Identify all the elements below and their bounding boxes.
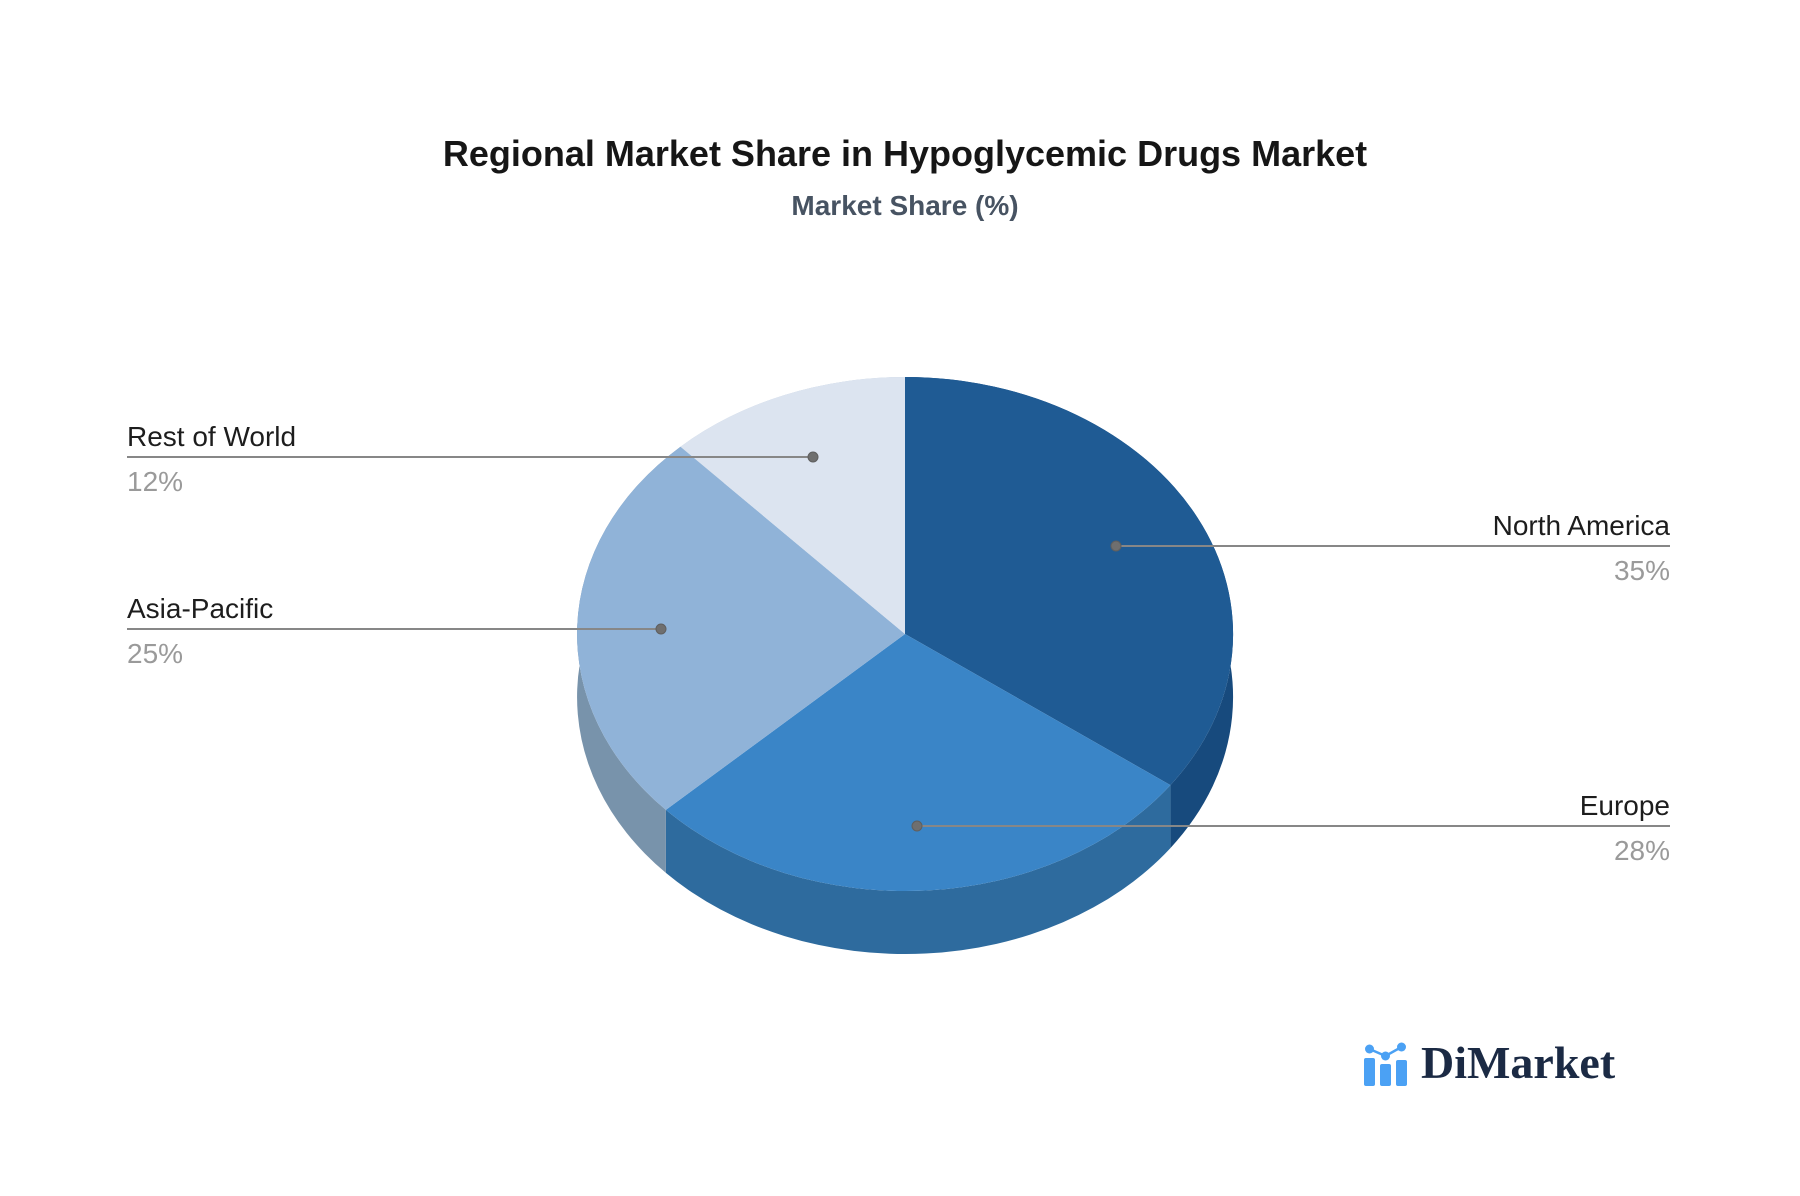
chart-title: Regional Market Share in Hypoglycemic Dr… bbox=[442, 133, 1368, 174]
callout-rest-of-world: Rest of World 12% bbox=[127, 420, 296, 499]
slice-percentage: 35% bbox=[1613, 555, 1670, 586]
slice-label: North America bbox=[1492, 510, 1670, 541]
callout-asia-pacific: Asia-Pacific 25% bbox=[127, 592, 273, 671]
slice-label: Rest of World bbox=[127, 421, 297, 452]
callout-dot bbox=[807, 451, 819, 463]
dimarket-logo: DiMarket bbox=[1363, 1040, 1615, 1086]
pie-slices bbox=[577, 377, 1234, 892]
slice-percentage: 25% bbox=[127, 638, 184, 669]
pie-slice-side bbox=[665, 785, 1171, 955]
pie-slice-asia-pacific[interactable] bbox=[577, 446, 905, 810]
callout-lines bbox=[127, 451, 1670, 832]
slice-label: Europe bbox=[1579, 790, 1670, 821]
slice-percentage: 28% bbox=[1613, 835, 1670, 866]
callout-dot bbox=[1110, 540, 1122, 552]
bar-line-chart-logo-icon bbox=[1364, 1042, 1407, 1086]
logo-text: DiMarket bbox=[1421, 1037, 1616, 1088]
pie-slice-rest-of-world[interactable] bbox=[680, 377, 906, 634]
pie-slice-north-america[interactable] bbox=[905, 377, 1234, 786]
chart-subtitle: Market Share (%) bbox=[791, 190, 1019, 221]
slice-label: Asia-Pacific bbox=[127, 593, 274, 624]
callout-dot bbox=[911, 820, 923, 832]
callout-europe: Europe 28% bbox=[1580, 789, 1670, 868]
callout-north-america: North America 35% bbox=[1493, 509, 1670, 588]
slice-percentage: 12% bbox=[127, 466, 184, 497]
callout-dot bbox=[655, 623, 667, 635]
